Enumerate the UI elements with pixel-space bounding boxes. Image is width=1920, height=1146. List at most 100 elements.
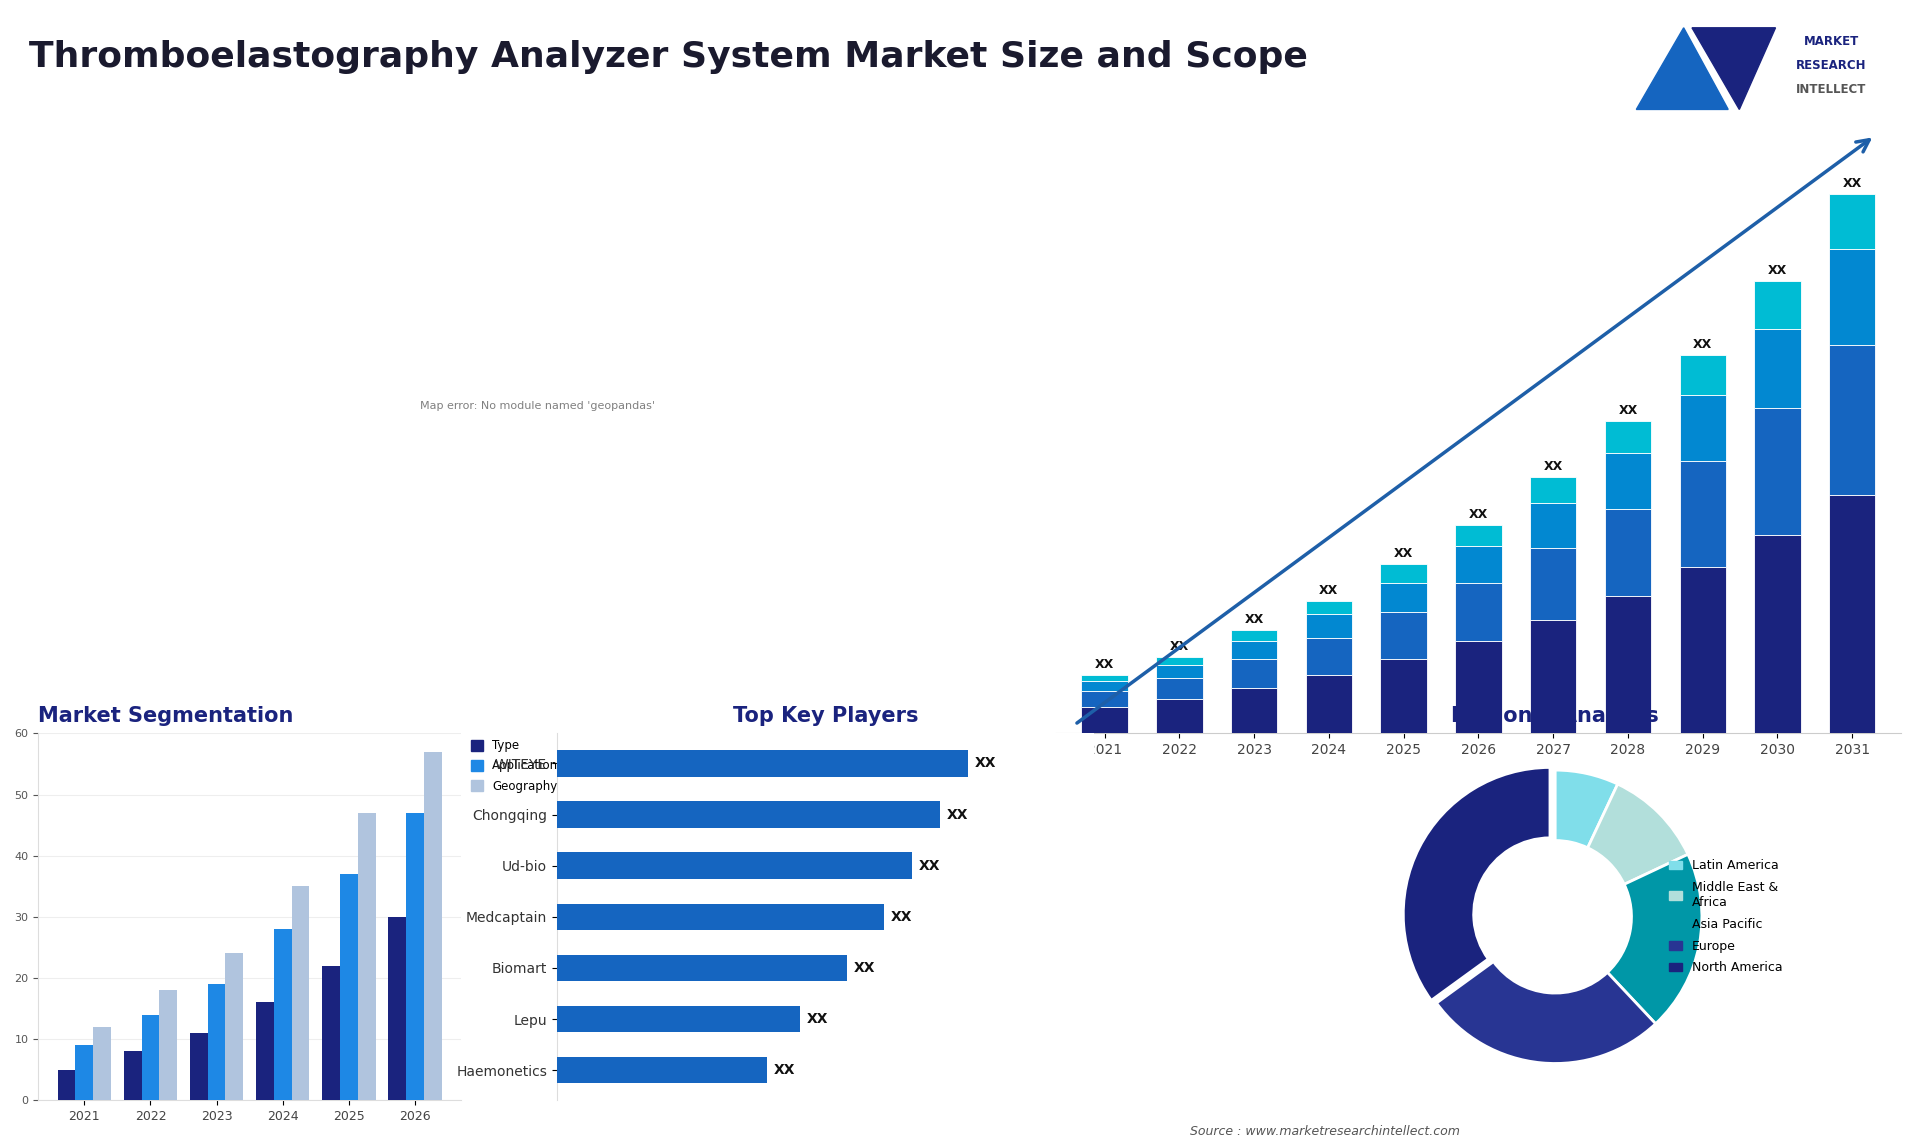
Bar: [94, 1027, 111, 1100]
Bar: [557, 1006, 801, 1033]
Bar: [1455, 525, 1501, 545]
Text: XX: XX: [1094, 658, 1114, 672]
Bar: [1306, 675, 1352, 733]
Bar: [1380, 582, 1427, 612]
Bar: [1455, 545, 1501, 582]
Bar: [1380, 564, 1427, 582]
Text: XX: XX: [891, 910, 912, 924]
Title: Top Key Players: Top Key Players: [733, 706, 918, 727]
Bar: [1081, 707, 1127, 733]
Text: XX: XX: [854, 961, 876, 975]
Bar: [1755, 408, 1801, 535]
Bar: [1455, 582, 1501, 641]
Bar: [1530, 503, 1576, 548]
Text: XX: XX: [1843, 176, 1862, 190]
Text: XX: XX: [920, 858, 941, 872]
Bar: [1605, 453, 1651, 509]
Bar: [1530, 620, 1576, 733]
Bar: [1231, 689, 1277, 733]
Bar: [1081, 681, 1127, 691]
Text: Market Segmentation: Market Segmentation: [38, 706, 294, 727]
Text: XX: XX: [1619, 405, 1638, 417]
Bar: [1755, 281, 1801, 329]
Bar: [405, 813, 424, 1100]
Bar: [1680, 355, 1726, 395]
Bar: [1156, 678, 1202, 699]
Bar: [1830, 345, 1876, 495]
Bar: [1380, 612, 1427, 659]
Bar: [1755, 329, 1801, 408]
Bar: [1605, 422, 1651, 453]
Text: XX: XX: [1394, 548, 1413, 560]
Bar: [1306, 602, 1352, 614]
Bar: [1081, 691, 1127, 707]
Text: XX: XX: [1768, 265, 1788, 277]
Legend: Latin America, Middle East &
Africa, Asia Pacific, Europe, North America: Latin America, Middle East & Africa, Asi…: [1665, 854, 1788, 980]
Bar: [1455, 641, 1501, 733]
Bar: [1755, 535, 1801, 733]
Bar: [1680, 395, 1726, 461]
Bar: [1680, 567, 1726, 733]
Text: XX: XX: [1244, 613, 1263, 627]
Bar: [557, 853, 912, 879]
Bar: [557, 1057, 768, 1083]
Text: XX: XX: [806, 1012, 828, 1026]
Text: XX: XX: [1469, 508, 1488, 520]
Bar: [1081, 675, 1127, 681]
Bar: [1156, 657, 1202, 665]
Text: Map error: No module named 'geopandas': Map error: No module named 'geopandas': [420, 401, 655, 411]
Title: Regional Analysis: Regional Analysis: [1452, 706, 1659, 727]
Bar: [275, 929, 292, 1100]
Bar: [424, 752, 442, 1100]
Text: XX: XX: [947, 808, 970, 822]
Bar: [75, 1045, 94, 1100]
Bar: [557, 955, 847, 981]
Bar: [123, 1051, 142, 1100]
Text: XX: XX: [1544, 460, 1563, 473]
Bar: [1830, 250, 1876, 345]
Bar: [357, 813, 376, 1100]
Wedge shape: [1555, 770, 1619, 848]
Bar: [190, 1033, 207, 1100]
Bar: [1306, 638, 1352, 675]
Polygon shape: [1636, 28, 1728, 109]
Bar: [1231, 659, 1277, 689]
Bar: [1156, 699, 1202, 733]
Text: Thromboelastography Analyzer System Market Size and Scope: Thromboelastography Analyzer System Mark…: [29, 40, 1308, 74]
Bar: [1156, 665, 1202, 678]
Wedge shape: [1607, 855, 1701, 1023]
Bar: [225, 953, 244, 1100]
Wedge shape: [1404, 768, 1549, 1000]
Bar: [292, 886, 309, 1100]
Bar: [557, 801, 941, 827]
Bar: [142, 1014, 159, 1100]
Text: XX: XX: [975, 756, 996, 770]
Bar: [1830, 194, 1876, 250]
Bar: [1605, 509, 1651, 596]
Bar: [1231, 630, 1277, 641]
Text: Source : www.marketresearchintellect.com: Source : www.marketresearchintellect.com: [1190, 1124, 1461, 1138]
Bar: [1231, 641, 1277, 659]
Wedge shape: [1436, 961, 1655, 1063]
Bar: [340, 874, 357, 1100]
Polygon shape: [1692, 28, 1776, 109]
Text: XX: XX: [774, 1063, 795, 1077]
Bar: [1680, 461, 1726, 567]
Bar: [58, 1069, 75, 1100]
Bar: [207, 984, 225, 1100]
Bar: [1605, 596, 1651, 733]
Bar: [557, 751, 968, 777]
Bar: [388, 917, 405, 1100]
Bar: [159, 990, 177, 1100]
Text: INTELLECT: INTELLECT: [1795, 84, 1866, 96]
Text: XX: XX: [1693, 338, 1713, 352]
Bar: [255, 1003, 275, 1100]
Bar: [323, 966, 340, 1100]
Bar: [1530, 548, 1576, 620]
Bar: [1380, 659, 1427, 733]
Text: MARKET: MARKET: [1803, 36, 1859, 48]
Text: XX: XX: [1319, 584, 1338, 597]
Bar: [1306, 614, 1352, 638]
Bar: [1530, 477, 1576, 503]
Text: XX: XX: [1169, 639, 1188, 653]
